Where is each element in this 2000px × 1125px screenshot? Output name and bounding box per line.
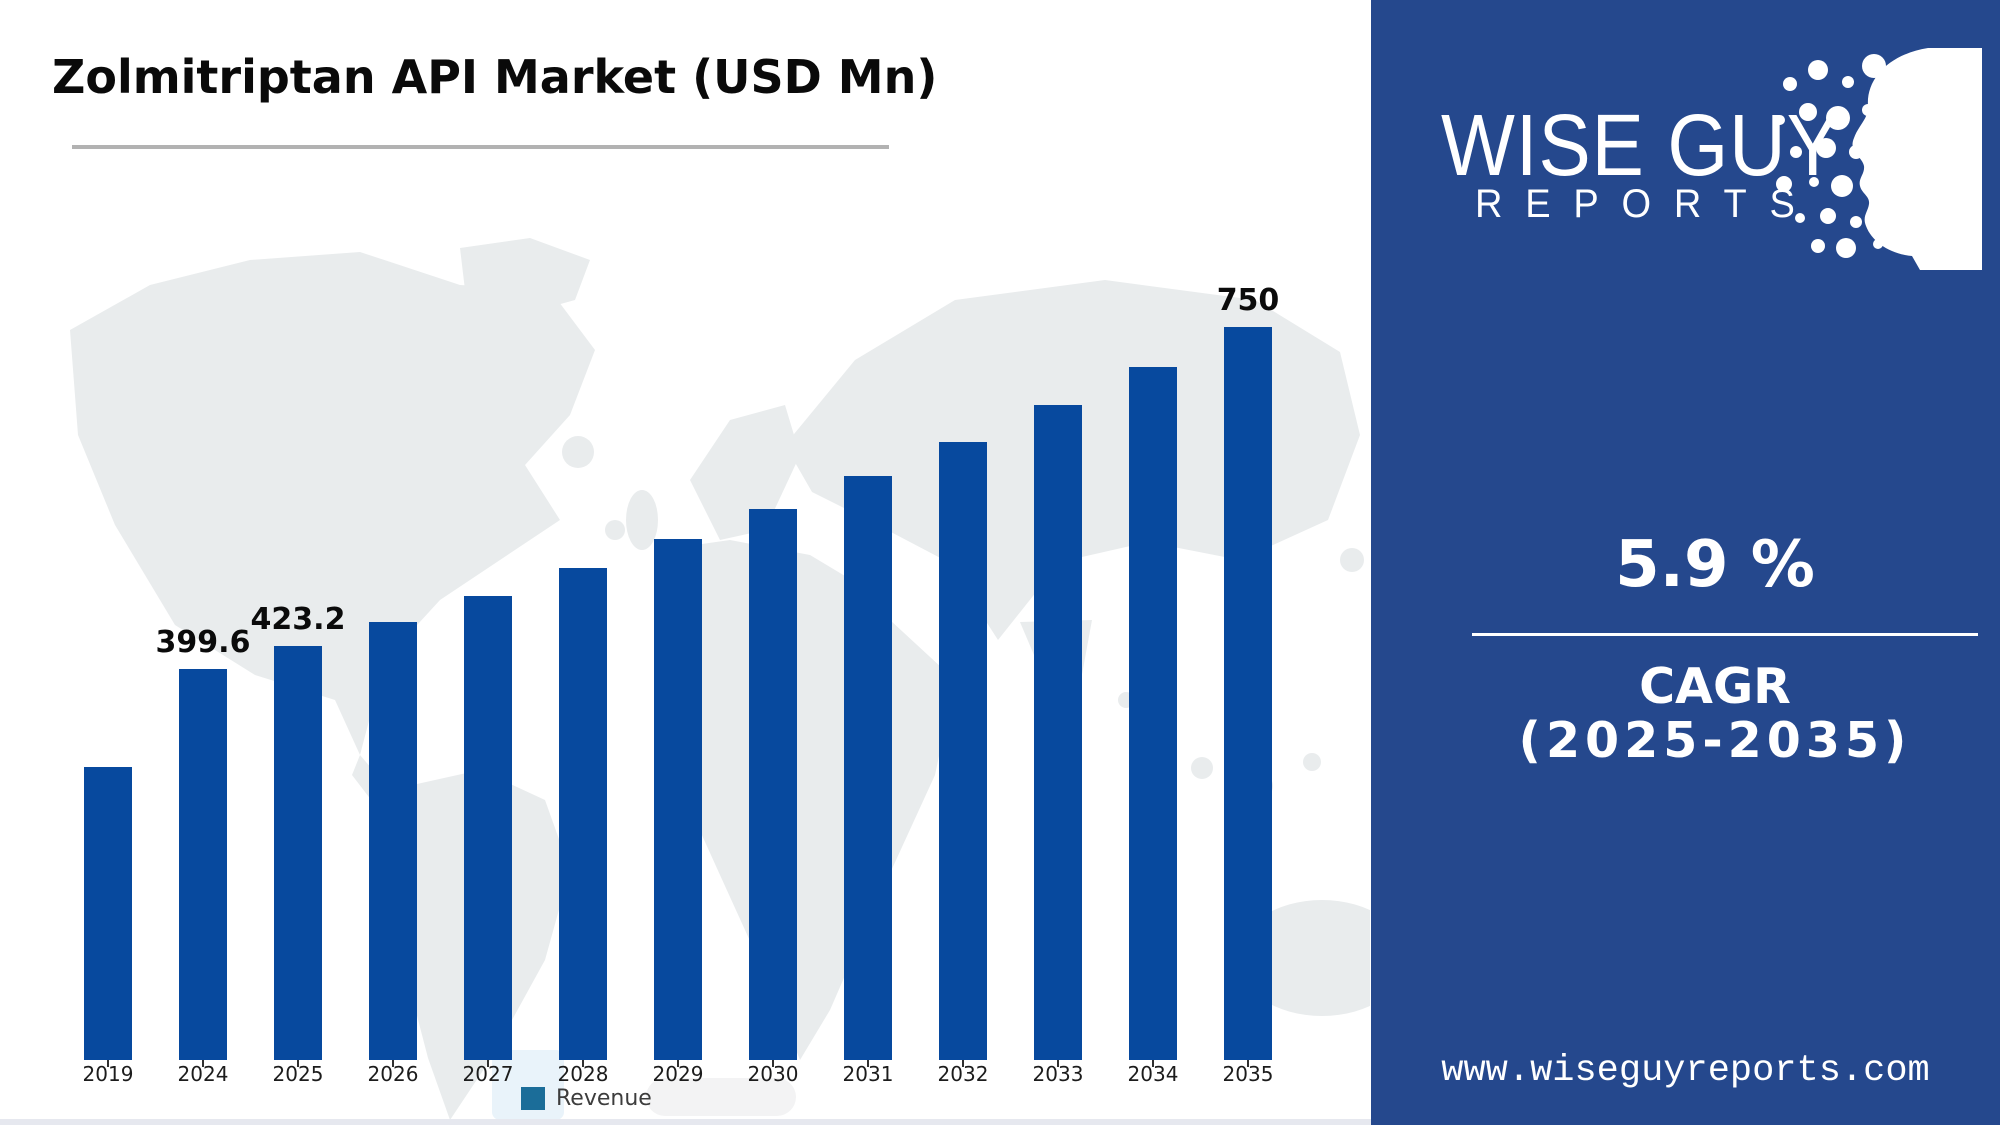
x-axis-tick [392, 1060, 394, 1067]
bar-2029 [654, 539, 702, 1060]
legend-swatch-revenue [521, 1087, 545, 1110]
x-axis-label-2029: 2029 [652, 1062, 704, 1086]
wise-guy-head-icon [1775, 48, 1982, 270]
legend-background-blob [646, 1078, 796, 1116]
cagr-value: 5.9 % [1615, 528, 1815, 602]
bar-2033 [1034, 405, 1082, 1060]
bar-2028 [559, 568, 607, 1060]
bar-2035 [1224, 326, 1272, 1060]
x-axis-label-2031: 2031 [842, 1062, 894, 1086]
x-axis-label-2025: 2025 [272, 1062, 324, 1086]
x-axis-tick [1247, 1060, 1249, 1067]
bottom-strip [0, 1119, 1371, 1125]
bar-2027 [464, 595, 512, 1060]
bar-value-label-2025: 423.2 [250, 602, 346, 638]
chart-title: Zolmitriptan API Market (USD Mn) [52, 50, 938, 104]
x-axis-tick [202, 1060, 204, 1067]
bar-2031 [844, 476, 892, 1060]
x-axis-tick [962, 1060, 964, 1067]
x-axis-tick [582, 1060, 584, 1067]
x-axis-label-2024: 2024 [177, 1062, 229, 1086]
x-axis-label-2033: 2033 [1032, 1062, 1084, 1086]
x-axis-label-2035: 2035 [1222, 1062, 1274, 1086]
x-axis-label-2034: 2034 [1127, 1062, 1179, 1086]
x-axis-label-2032: 2032 [937, 1062, 989, 1086]
bar-2030 [749, 508, 797, 1060]
bar-value-label-2035: 750 [1216, 282, 1280, 318]
x-axis-tick [487, 1060, 489, 1067]
cagr-label: CAGR [1639, 658, 1791, 715]
x-axis-tick [1152, 1060, 1154, 1067]
title-underline [72, 145, 889, 149]
brand-panel: WISE GUY REPORTS 5.9 % CAGR (2025-2035) … [1371, 0, 2000, 1125]
x-axis-tick [772, 1060, 774, 1067]
x-axis-label-2026: 2026 [367, 1062, 419, 1086]
x-axis-tick [297, 1060, 299, 1067]
brand-wordmark-sub: REPORTS [1475, 182, 1818, 226]
cagr-period: (2025-2035) [1518, 712, 1912, 769]
legend-label: Revenue [556, 1086, 652, 1111]
x-axis-tick [677, 1060, 679, 1067]
bar-2019 [84, 766, 132, 1060]
panel-divider [1472, 633, 1978, 636]
bar-2024 [179, 669, 227, 1060]
x-axis-label-2019: 2019 [82, 1062, 134, 1086]
bar-2026 [369, 621, 417, 1060]
x-axis-label-2027: 2027 [462, 1062, 514, 1086]
bar-value-label-2024: 399.6 [155, 625, 251, 661]
x-axis-tick [1057, 1060, 1059, 1067]
bar-2032 [939, 441, 987, 1060]
bar-2025 [274, 646, 322, 1060]
x-axis-tick [867, 1060, 869, 1067]
legend: Revenue [521, 1086, 652, 1111]
website-link[interactable]: www.wiseguyreports.com [1441, 1050, 1930, 1092]
x-axis-tick [107, 1060, 109, 1067]
bar-2034 [1129, 366, 1177, 1060]
x-axis-label-2030: 2030 [747, 1062, 799, 1086]
x-axis-label-2028: 2028 [557, 1062, 609, 1086]
brand-wordmark: WISE GUY [1441, 97, 1840, 194]
